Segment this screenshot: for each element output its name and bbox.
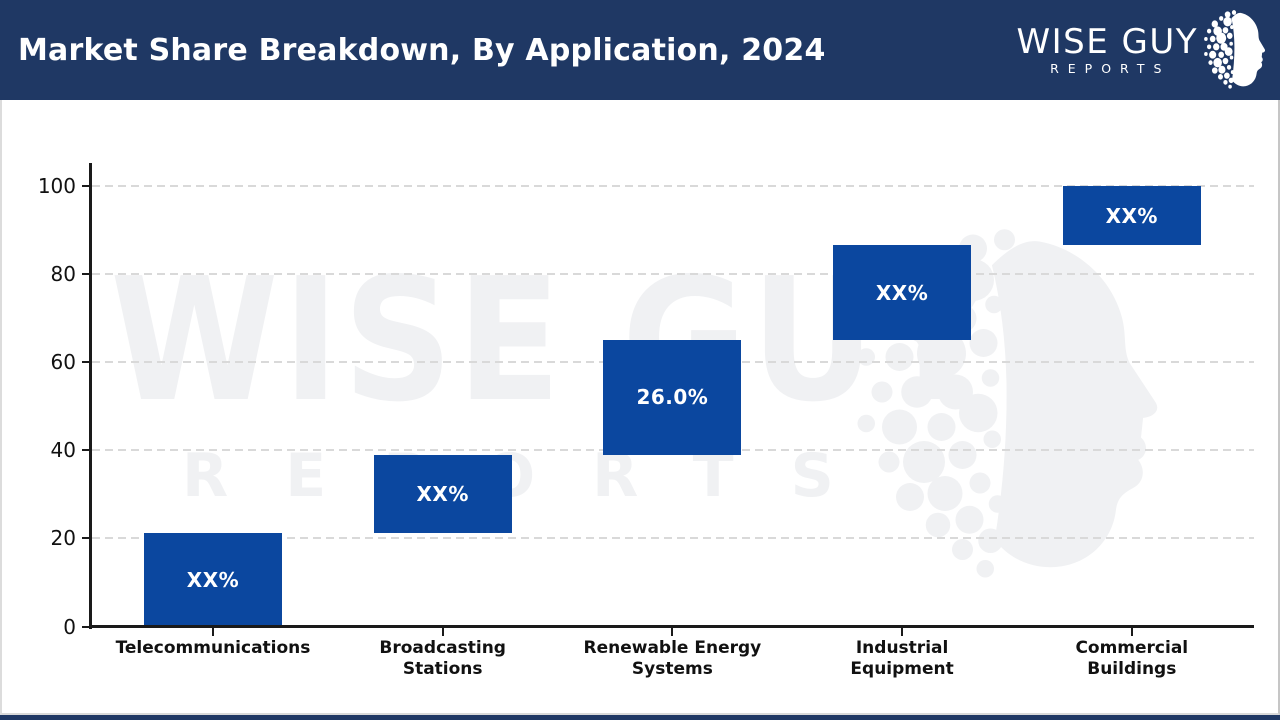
brand-logo-text: WISE GUY REPORTS [1016, 25, 1198, 76]
bar-value-label: XX% [1105, 203, 1158, 228]
y-tick-label: 100 [37, 174, 76, 198]
chart-area: WISE GUY REPORTS 0 20 40 60 80 100 Telecommuni… [0, 100, 1280, 715]
y-tick-label: 0 [63, 614, 76, 639]
header: Market Share Breakdown, By Application, … [0, 0, 1280, 100]
x-axis-tick [1130, 628, 1133, 636]
y-tick-label: 40 [50, 438, 76, 463]
bar-value-label: 26.0% [636, 385, 709, 410]
x-axis-tick [212, 628, 214, 636]
y-axis-tick [82, 625, 90, 628]
x-category-label: Broadcasting Stations [379, 638, 506, 679]
gridline [92, 537, 1254, 540]
waterfall-bar: XX% [373, 454, 512, 533]
brand-logo: WISE GUY REPORTS [1016, 0, 1266, 100]
waterfall-bar: XX% [833, 245, 972, 341]
waterfall-bar: XX% [1062, 186, 1201, 246]
y-axis-tick [82, 449, 90, 452]
y-tick-label: 80 [50, 262, 76, 287]
y-axis-tick [82, 537, 90, 540]
y-axis-tick [82, 273, 90, 276]
x-axis-tick [901, 628, 904, 636]
bar-value-label: XX% [416, 481, 469, 506]
brand-name: WISE GUY [1016, 21, 1198, 62]
bar-value-label: XX% [186, 567, 240, 592]
gridline [92, 273, 1254, 276]
page-title: Market Share Breakdown, By Application, … [18, 32, 826, 68]
brand-subtitle: REPORTS [1050, 60, 1171, 76]
gridline [92, 185, 1254, 187]
x-axis-tick [441, 628, 444, 636]
waterfall-bar: XX% [144, 532, 282, 627]
x-category-label: Commercial Buildings [1075, 638, 1189, 679]
x-axis-line [89, 625, 1254, 628]
y-tick-label: 60 [50, 350, 76, 375]
y-axis-tick [82, 361, 90, 364]
watermark-reports-text: REPORTS [182, 441, 891, 511]
footer-bar [0, 715, 1280, 720]
y-axis-line [89, 163, 92, 629]
x-axis-tick [671, 628, 674, 636]
x-category-label: Renewable Energy Systems [583, 638, 762, 679]
x-category-label: Telecommunications [115, 638, 311, 658]
y-tick-label: 20 [50, 526, 76, 551]
bar-value-label: XX% [875, 280, 929, 305]
y-axis-tick [82, 185, 90, 187]
x-category-label: Industrial Equipment [850, 638, 954, 679]
brand-face-icon [1204, 10, 1266, 89]
waterfall-bar: 26.0% [603, 340, 742, 455]
